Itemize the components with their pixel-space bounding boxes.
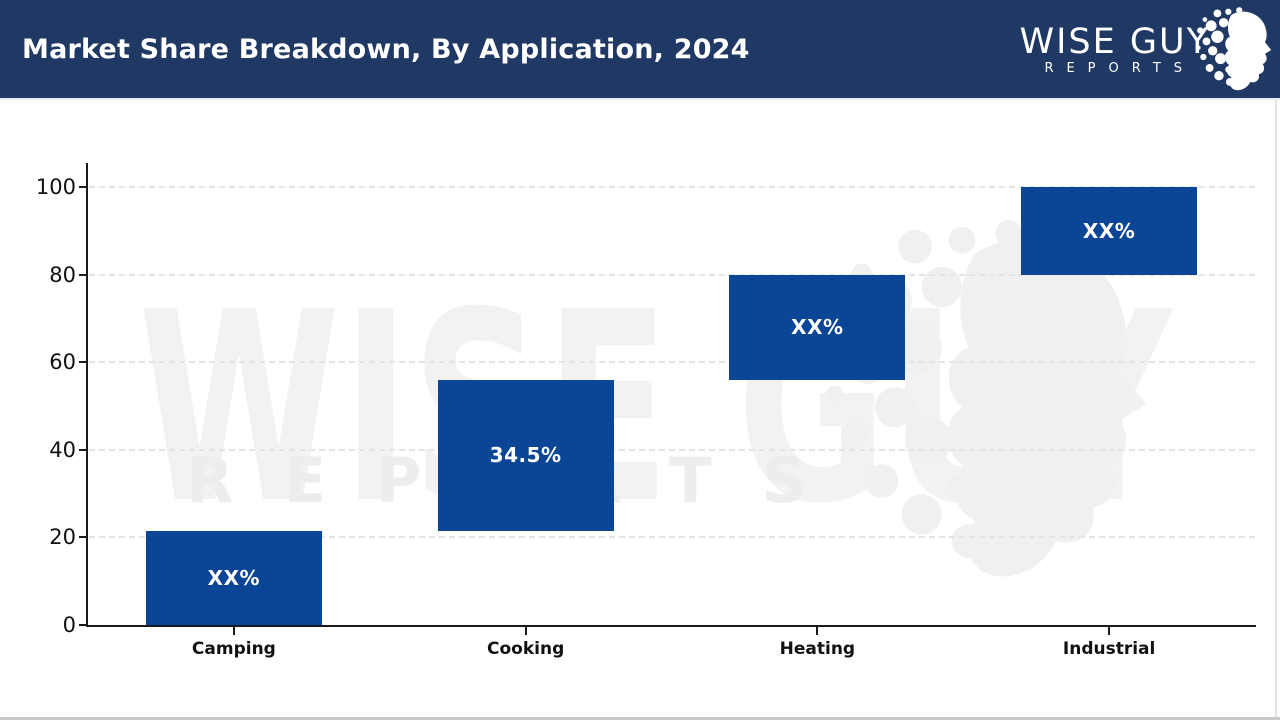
y-tick-label-20: 20 [49,525,76,550]
y-tick-40 [79,448,87,451]
bar-industrial: XX% [1021,187,1198,275]
gridline-60 [89,361,1255,364]
y-tick-label-80: 80 [49,262,76,287]
x-category-label-cooking: Cooking [487,639,565,659]
y-tick-label-40: 40 [49,437,76,462]
bar-value-label: XX% [207,565,261,590]
x-category-label-industrial: Industrial [1062,639,1156,659]
logo-reports-label: REPORTS [1044,61,1196,77]
x-tick-heating [816,627,819,635]
bar-camping: XX% [145,530,322,625]
y-tick-60 [79,361,87,364]
y-tick-label-60: 60 [49,350,76,375]
x-tick-camping [232,627,235,635]
y-tick-0 [79,624,87,626]
bottom-border-line [0,717,1280,720]
y-axis-line [86,163,88,627]
gridline-80 [89,273,1255,276]
header-bar: Market Share Breakdown, By Application, … [0,0,1280,100]
page-title: Market Share Breakdown, By Application, … [22,33,750,65]
x-category-label-camping: Camping [191,639,276,659]
bar-value-label: 34.5% [489,443,562,468]
bar-value-label: XX% [791,315,844,340]
bar-heating: XX% [729,274,906,380]
right-border-line [1275,100,1277,720]
x-tick-industrial [1108,627,1111,635]
y-tick-20 [79,536,87,539]
bar-value-label: XX% [1082,218,1136,243]
x-category-label-heating: Heating [779,639,856,659]
y-tick-label-100: 100 [35,175,76,200]
gridline-20 [89,536,1255,539]
gridline-40 [89,448,1255,451]
wiseguy-logo: WISE GUY REPORTS [1019,4,1272,96]
y-tick-100 [79,186,87,189]
y-tick-label-0: 0 [62,613,76,637]
y-tick-80 [79,273,87,276]
x-axis-line [86,625,1256,627]
wiseguy-logo-text: WISE GUY REPORTS [1019,21,1210,77]
x-tick-cooking [524,627,527,635]
bar-cooking: 34.5% [437,379,614,531]
logo-wiseguy-label: WISE GUY [1019,21,1210,62]
gridline-100 [89,186,1255,189]
